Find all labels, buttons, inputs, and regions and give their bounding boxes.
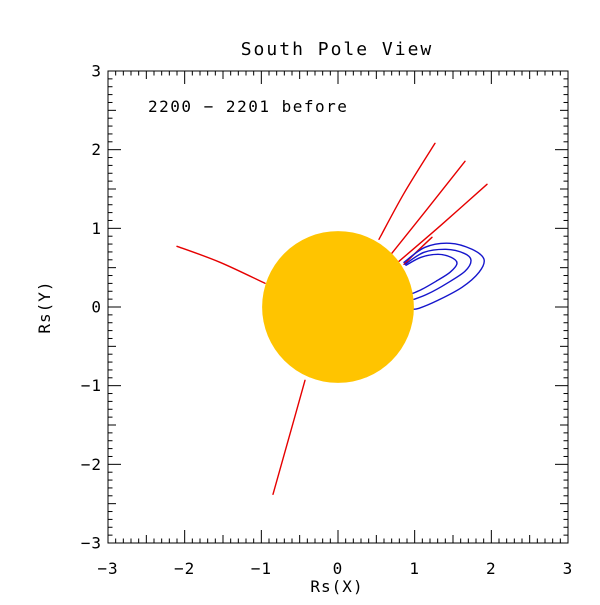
x-tick-label: −1 bbox=[251, 559, 272, 578]
y-tick-label: 3 bbox=[91, 62, 102, 81]
y-tick-label: 2 bbox=[91, 140, 102, 159]
y-tick-label: −3 bbox=[81, 534, 102, 553]
open-field-line-ne-2 bbox=[390, 160, 466, 255]
x-tick-label: 3 bbox=[563, 559, 574, 578]
sun-disk bbox=[262, 231, 414, 383]
x-tick-label: −3 bbox=[97, 559, 118, 578]
y-tick-label: 1 bbox=[91, 219, 102, 238]
open-field-line-bottom bbox=[272, 379, 306, 495]
x-axis-title: Rs(X) bbox=[310, 577, 363, 596]
y-tick-label: −1 bbox=[81, 376, 102, 395]
y-tick-label: 0 bbox=[91, 298, 102, 317]
field-lines-layer bbox=[176, 142, 488, 495]
time-range-annotation: 2200 − 2201 before bbox=[148, 97, 348, 116]
axis-tick-labels: −3 −2 −1 0 1 2 3 −3 −2 −1 0 1 2 3 bbox=[81, 62, 574, 579]
y-axis-title: Rs(Y) bbox=[35, 280, 54, 333]
axis-ticks bbox=[107, 70, 569, 544]
open-field-line-ne-1 bbox=[378, 142, 436, 240]
closed-loop-outer bbox=[403, 242, 485, 310]
open-field-line-ne-3 bbox=[398, 183, 488, 262]
x-tick-label: −2 bbox=[174, 559, 195, 578]
x-tick-label: 0 bbox=[333, 559, 344, 578]
x-tick-label: 2 bbox=[486, 559, 497, 578]
open-field-line-left bbox=[176, 245, 266, 284]
plot-title: South Pole View bbox=[241, 39, 434, 60]
y-tick-label: −2 bbox=[81, 455, 102, 474]
closed-loop-middle bbox=[404, 248, 472, 300]
x-tick-label: 1 bbox=[409, 559, 420, 578]
closed-loop-inner bbox=[405, 253, 458, 294]
